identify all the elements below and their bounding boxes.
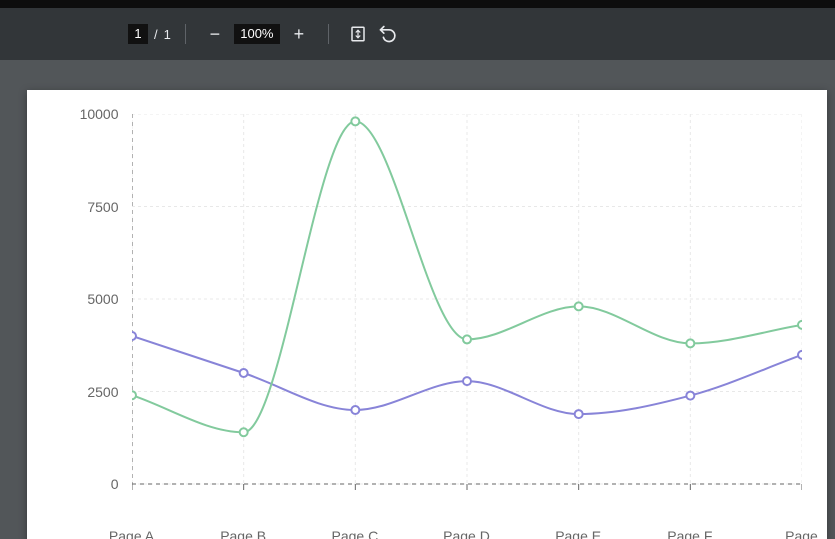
toolbar-separator [185, 24, 186, 44]
x-tick-label: Page E [555, 528, 601, 539]
top-bar [0, 0, 835, 8]
content-area[interactable]: 0 2500 5000 7500 10000 Page A Page B Page C Pag… [0, 60, 835, 539]
x-axis-labels: Page APage BPage CPage DPage EPage FPage [132, 516, 802, 539]
page-current-input[interactable]: 1 [128, 24, 148, 44]
pdf-viewer: 1 / 1 − 100% + 0 2500 5000 7500 10000 [0, 0, 835, 539]
rotate-button[interactable] [373, 19, 403, 49]
y-tick-label: 10000 [80, 106, 119, 122]
page-indicator: 1 / 1 [128, 24, 171, 44]
toolbar-separator [328, 24, 329, 44]
page-separator: / [154, 27, 158, 42]
zoom-in-button[interactable]: + [284, 19, 314, 49]
x-tick-label: Page B [220, 528, 266, 539]
x-tick-label: Page A [109, 528, 154, 539]
x-tick-label: Page D [443, 528, 490, 539]
zoom-out-button[interactable]: − [200, 19, 230, 49]
chart-plot-area [132, 114, 802, 492]
y-axis-labels: 025005000750010000 [77, 114, 127, 484]
y-tick-label: 2500 [87, 384, 118, 400]
y-tick-label: 5000 [87, 291, 118, 307]
document-page: 0 2500 5000 7500 10000 Page A Page B Page C Pag… [27, 90, 827, 539]
x-tick-label: Page F [667, 528, 712, 539]
rotate-icon [378, 24, 398, 44]
fit-page-icon [349, 25, 367, 43]
viewer-toolbar: 1 / 1 − 100% + [0, 8, 835, 60]
zoom-level-input[interactable]: 100% [234, 24, 280, 44]
x-tick-label: Page C [331, 528, 378, 539]
x-tick-label: Page [785, 528, 818, 539]
y-tick-label: 7500 [87, 199, 118, 215]
y-tick-label: 0 [111, 476, 119, 492]
fit-page-button[interactable] [343, 19, 373, 49]
page-total: 1 [164, 27, 171, 42]
line-chart: 025005000750010000 Page APage BPage CPag… [82, 114, 802, 534]
